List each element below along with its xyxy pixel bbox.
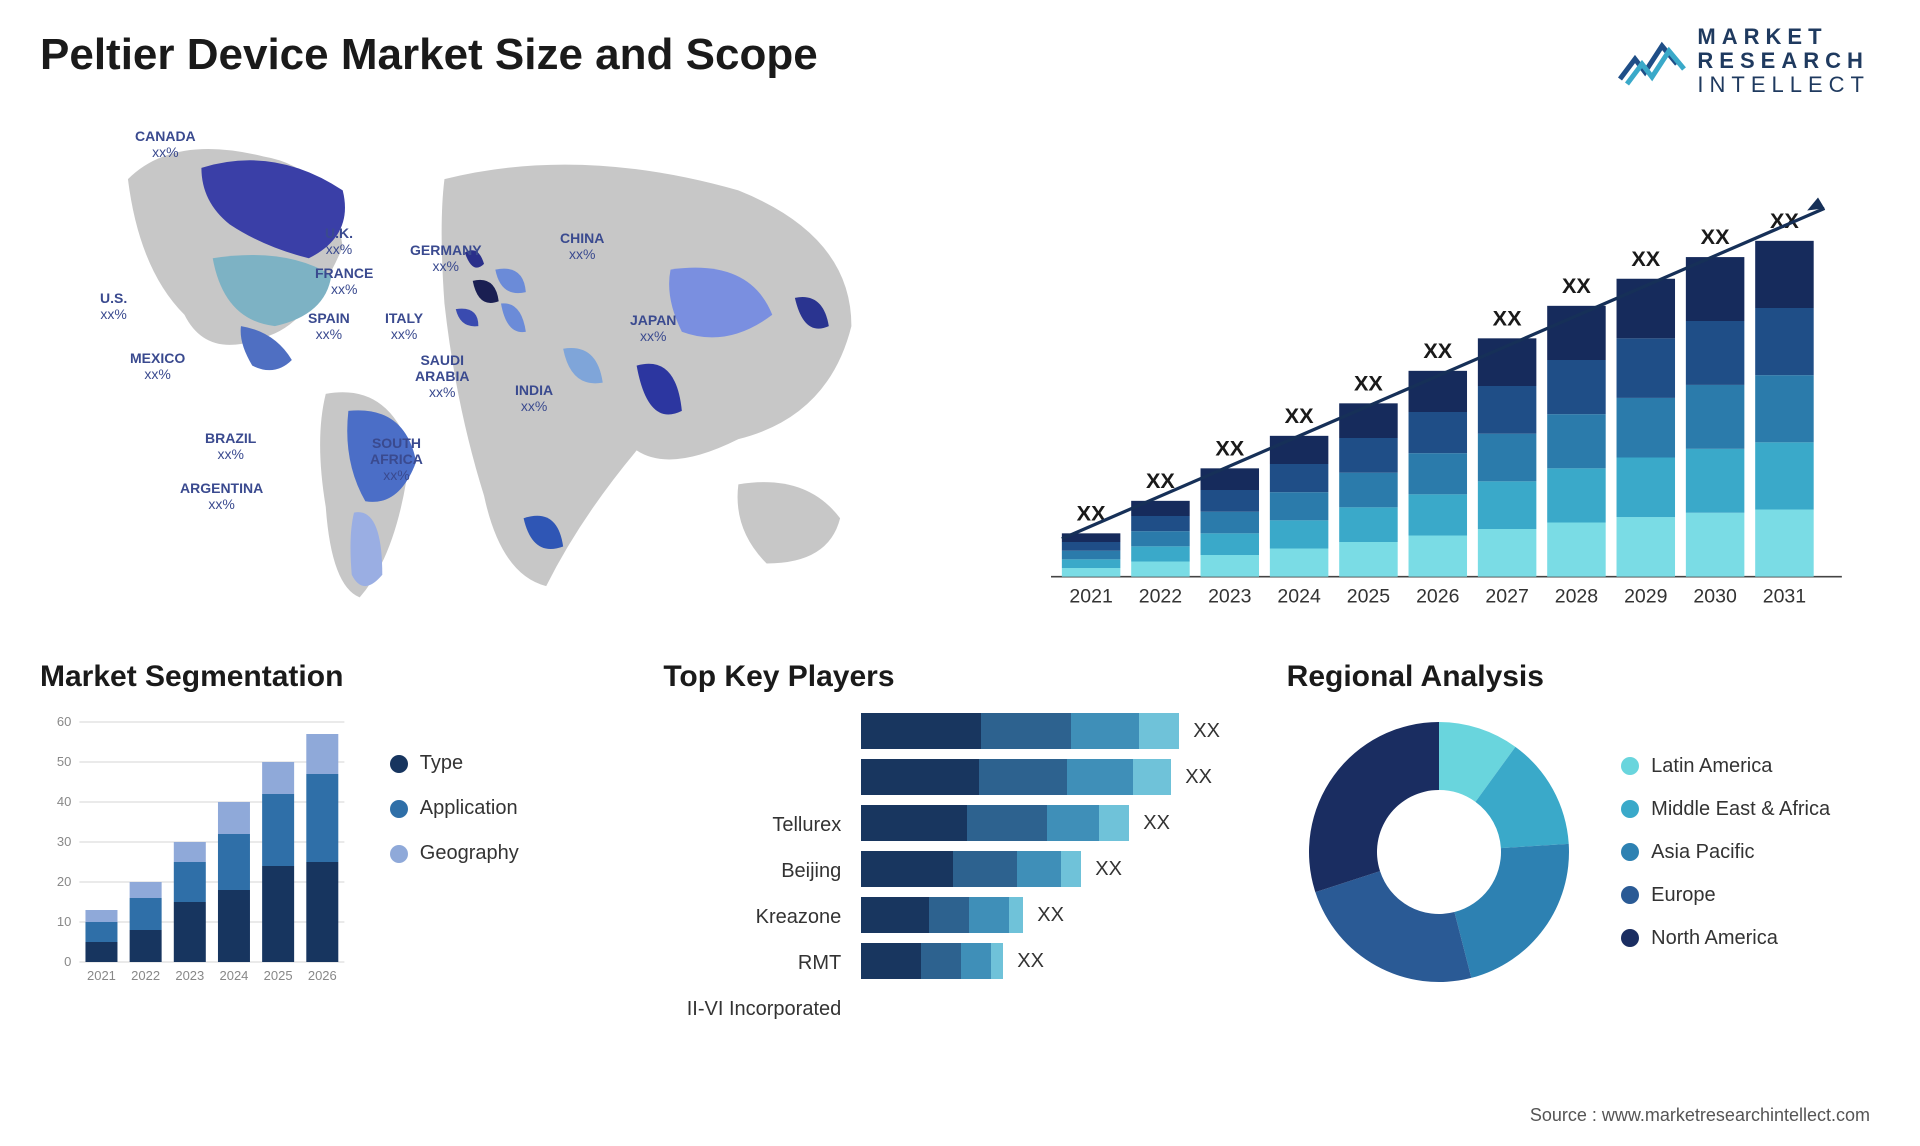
- legend-item: North America: [1621, 927, 1880, 950]
- svg-text:2029: 2029: [1624, 586, 1667, 608]
- growth-bar-chart: XX 2021 XX 2022 XX 2023 XX 2024 XX 2025 XX 2026 XX 20…: [1002, 100, 1880, 620]
- map-label: MEXICOxx%: [130, 350, 185, 382]
- regional-panel: Regional Analysis Latin America Middle Ea…: [1287, 660, 1880, 1040]
- player-row: XX: [861, 850, 1256, 888]
- svg-text:2026: 2026: [1416, 586, 1459, 608]
- players-title: Top Key Players: [663, 660, 1256, 694]
- svg-text:2023: 2023: [1208, 586, 1251, 608]
- svg-text:2025: 2025: [264, 968, 293, 983]
- svg-text:20: 20: [57, 874, 71, 889]
- svg-text:XX: XX: [1631, 246, 1660, 271]
- map-label: FRANCExx%: [315, 265, 373, 297]
- svg-text:30: 30: [57, 834, 71, 849]
- players-bars: XX XX XX XX XX XX: [861, 712, 1256, 1028]
- segmentation-panel: Market Segmentation 0 10 20 30 40 50 60 2021 202…: [40, 660, 633, 1040]
- map-label: U.K.xx%: [325, 225, 353, 257]
- logo-icon: [1617, 34, 1687, 89]
- donut-chart: [1299, 712, 1579, 992]
- svg-text:50: 50: [57, 754, 71, 769]
- footer-source: Source : www.marketresearchintellect.com: [1530, 1105, 1870, 1126]
- logo-line3: INTELLECT: [1697, 73, 1870, 97]
- map-label: CHINAxx%: [560, 230, 604, 262]
- svg-text:2031: 2031: [1763, 586, 1806, 608]
- logo-line2: RESEARCH: [1697, 49, 1870, 73]
- regional-legend: Latin America Middle East & Africa Asia Pa…: [1621, 755, 1880, 950]
- player-name: Tellurex: [663, 806, 841, 844]
- svg-text:2022: 2022: [1139, 586, 1182, 608]
- player-row: XX: [861, 804, 1256, 842]
- svg-text:2023: 2023: [175, 968, 204, 983]
- legend-item: Type: [390, 752, 634, 775]
- svg-text:2026: 2026: [308, 968, 337, 983]
- player-name: II-VI Incorporated: [663, 990, 841, 1028]
- svg-text:XX: XX: [1493, 305, 1522, 330]
- legend-item: Europe: [1621, 884, 1880, 907]
- player-name: [663, 760, 841, 798]
- player-row: XX: [861, 758, 1256, 796]
- svg-text:10: 10: [57, 914, 71, 929]
- legend-item: Middle East & Africa: [1621, 798, 1880, 821]
- svg-text:2027: 2027: [1485, 586, 1528, 608]
- player-value: XX: [1143, 812, 1170, 835]
- logo-line1: MARKET: [1697, 25, 1870, 49]
- legend-item: Application: [390, 797, 634, 820]
- player-row: XX: [861, 896, 1256, 934]
- player-row: XX: [861, 942, 1256, 980]
- svg-text:60: 60: [57, 714, 71, 729]
- map-label: SOUTHAFRICAxx%: [370, 435, 423, 483]
- player-row: XX: [861, 712, 1256, 750]
- svg-text:XX: XX: [1562, 273, 1591, 298]
- svg-text:2028: 2028: [1555, 586, 1598, 608]
- world-map: CANADAxx% U.S.xx% MEXICOxx% BRAZILxx% ARGENT…: [40, 100, 962, 620]
- legend-item: Asia Pacific: [1621, 841, 1880, 864]
- map-label: CANADAxx%: [135, 128, 196, 160]
- svg-text:2021: 2021: [87, 968, 116, 983]
- svg-text:XX: XX: [1354, 370, 1383, 395]
- map-label: SPAINxx%: [308, 310, 350, 342]
- legend-item: Latin America: [1621, 755, 1880, 778]
- map-label: ITALYxx%: [385, 310, 423, 342]
- player-value: XX: [1017, 950, 1044, 973]
- svg-text:0: 0: [64, 954, 71, 969]
- page-title: Peltier Device Market Size and Scope: [40, 30, 1880, 80]
- svg-text:40: 40: [57, 794, 71, 809]
- svg-text:XX: XX: [1146, 468, 1175, 493]
- svg-text:2024: 2024: [1277, 586, 1321, 608]
- map-label: U.S.xx%: [100, 290, 127, 322]
- svg-text:2024: 2024: [220, 968, 249, 983]
- svg-text:XX: XX: [1215, 435, 1244, 460]
- svg-text:XX: XX: [1423, 338, 1452, 363]
- map-label: INDIAxx%: [515, 382, 553, 414]
- map-label: GERMANYxx%: [410, 242, 482, 274]
- regional-title: Regional Analysis: [1287, 660, 1880, 694]
- map-label: BRAZILxx%: [205, 430, 256, 462]
- legend-item: Geography: [390, 842, 634, 865]
- map-label: SAUDIARABIAxx%: [415, 352, 469, 400]
- map-label: JAPANxx%: [630, 312, 676, 344]
- player-value: XX: [1193, 720, 1220, 743]
- player-value: XX: [1095, 858, 1122, 881]
- svg-text:2030: 2030: [1693, 586, 1737, 608]
- map-label: ARGENTINAxx%: [180, 480, 263, 512]
- segmentation-title: Market Segmentation: [40, 660, 633, 694]
- player-name: Beijing: [663, 852, 841, 890]
- players-panel: Top Key Players Tellurex Beijing Kreazone R…: [663, 660, 1256, 1040]
- svg-text:XX: XX: [1285, 403, 1314, 428]
- players-labels: Tellurex Beijing Kreazone RMT II-VI Incorpor…: [663, 712, 841, 1028]
- player-name: RMT: [663, 944, 841, 982]
- svg-text:2021: 2021: [1069, 586, 1112, 608]
- svg-text:2025: 2025: [1347, 586, 1391, 608]
- segmentation-legend: Type Application Geography: [390, 712, 634, 997]
- player-name: Kreazone: [663, 898, 841, 936]
- svg-text:XX: XX: [1701, 224, 1730, 249]
- player-value: XX: [1185, 766, 1212, 789]
- brand-logo: MARKET RESEARCH INTELLECT: [1617, 25, 1870, 98]
- player-value: XX: [1037, 904, 1064, 927]
- svg-text:2022: 2022: [131, 968, 160, 983]
